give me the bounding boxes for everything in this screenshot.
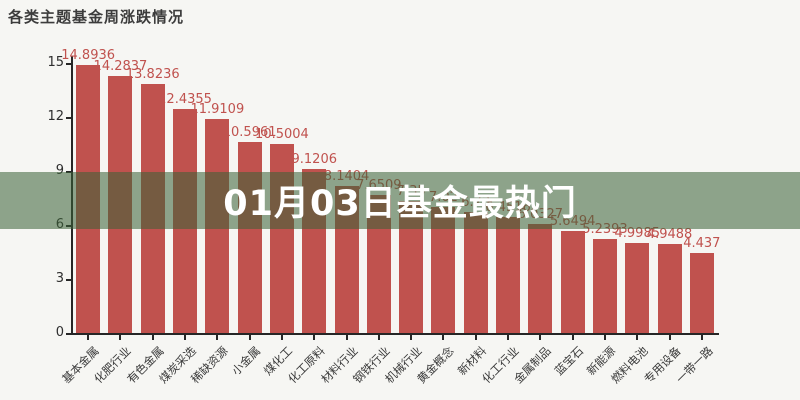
chart-title: 各类主题基金周涨跌情况 bbox=[8, 8, 185, 26]
bar bbox=[237, 142, 262, 333]
y-tick-mark bbox=[66, 117, 72, 119]
y-tick-mark bbox=[66, 279, 72, 281]
y-tick-label: 0 bbox=[55, 325, 64, 340]
bar-value-label: 11.9109 bbox=[190, 101, 245, 117]
bar-value-label: 9.1206 bbox=[291, 151, 338, 167]
bar-value-label: 4.9488 bbox=[646, 226, 693, 242]
x-tick-mark bbox=[603, 335, 606, 340]
x-tick-mark bbox=[345, 335, 348, 340]
x-tick-mark bbox=[636, 335, 639, 340]
x-tick-mark bbox=[280, 335, 283, 340]
bar-value-label: 4.9985 bbox=[614, 226, 661, 242]
bar-value-label: 4.437 bbox=[683, 236, 721, 252]
bar-value-label: 10.5961 bbox=[222, 125, 277, 141]
bar-value-label: 13.8236 bbox=[125, 67, 180, 83]
y-tick-label: 3 bbox=[55, 271, 64, 286]
x-tick-mark bbox=[474, 335, 477, 340]
x-tick-mark bbox=[248, 335, 251, 340]
x-tick-mark bbox=[184, 335, 187, 340]
bar bbox=[463, 211, 488, 333]
x-tick-mark bbox=[668, 335, 671, 340]
x-tick-mark bbox=[119, 335, 122, 340]
x-tick-mark bbox=[87, 335, 90, 340]
x-tick-mark bbox=[216, 335, 219, 340]
x-tick-mark bbox=[507, 335, 510, 340]
bar bbox=[528, 224, 553, 333]
y-tick-label: 15 bbox=[47, 55, 64, 70]
x-tick-mark bbox=[539, 335, 542, 340]
bar-value-label: 14.8936 bbox=[61, 47, 116, 63]
x-tick-mark bbox=[377, 335, 380, 340]
bar bbox=[560, 231, 585, 333]
x-tick-mark bbox=[700, 335, 703, 340]
bar bbox=[689, 253, 714, 333]
overlay-banner: 01月03日基金最热门 bbox=[0, 172, 800, 229]
y-tick-label: 12 bbox=[47, 109, 64, 124]
x-tick-label: 小金属 bbox=[228, 343, 264, 379]
x-tick-mark bbox=[442, 335, 445, 340]
x-tick-mark bbox=[571, 335, 574, 340]
x-tick-label: 蓝宝石 bbox=[551, 343, 587, 379]
y-tick-mark bbox=[66, 63, 72, 65]
bar bbox=[496, 216, 521, 333]
bar bbox=[592, 238, 617, 333]
y-tick-label: 9 bbox=[55, 163, 64, 178]
bar bbox=[625, 243, 650, 333]
x-tick-mark bbox=[313, 335, 316, 340]
bar-value-label: 10.5004 bbox=[255, 126, 309, 142]
overlay-banner-text: 01月03日基金最热门 bbox=[223, 184, 577, 224]
bar-value-label: 14.2837 bbox=[93, 58, 148, 74]
bar bbox=[657, 243, 682, 333]
bar-value-label: 12.4355 bbox=[158, 92, 212, 108]
x-tick-mark bbox=[151, 335, 154, 340]
x-axis-spine bbox=[71, 333, 719, 335]
y-tick-mark bbox=[66, 333, 72, 335]
x-tick-mark bbox=[410, 335, 413, 340]
